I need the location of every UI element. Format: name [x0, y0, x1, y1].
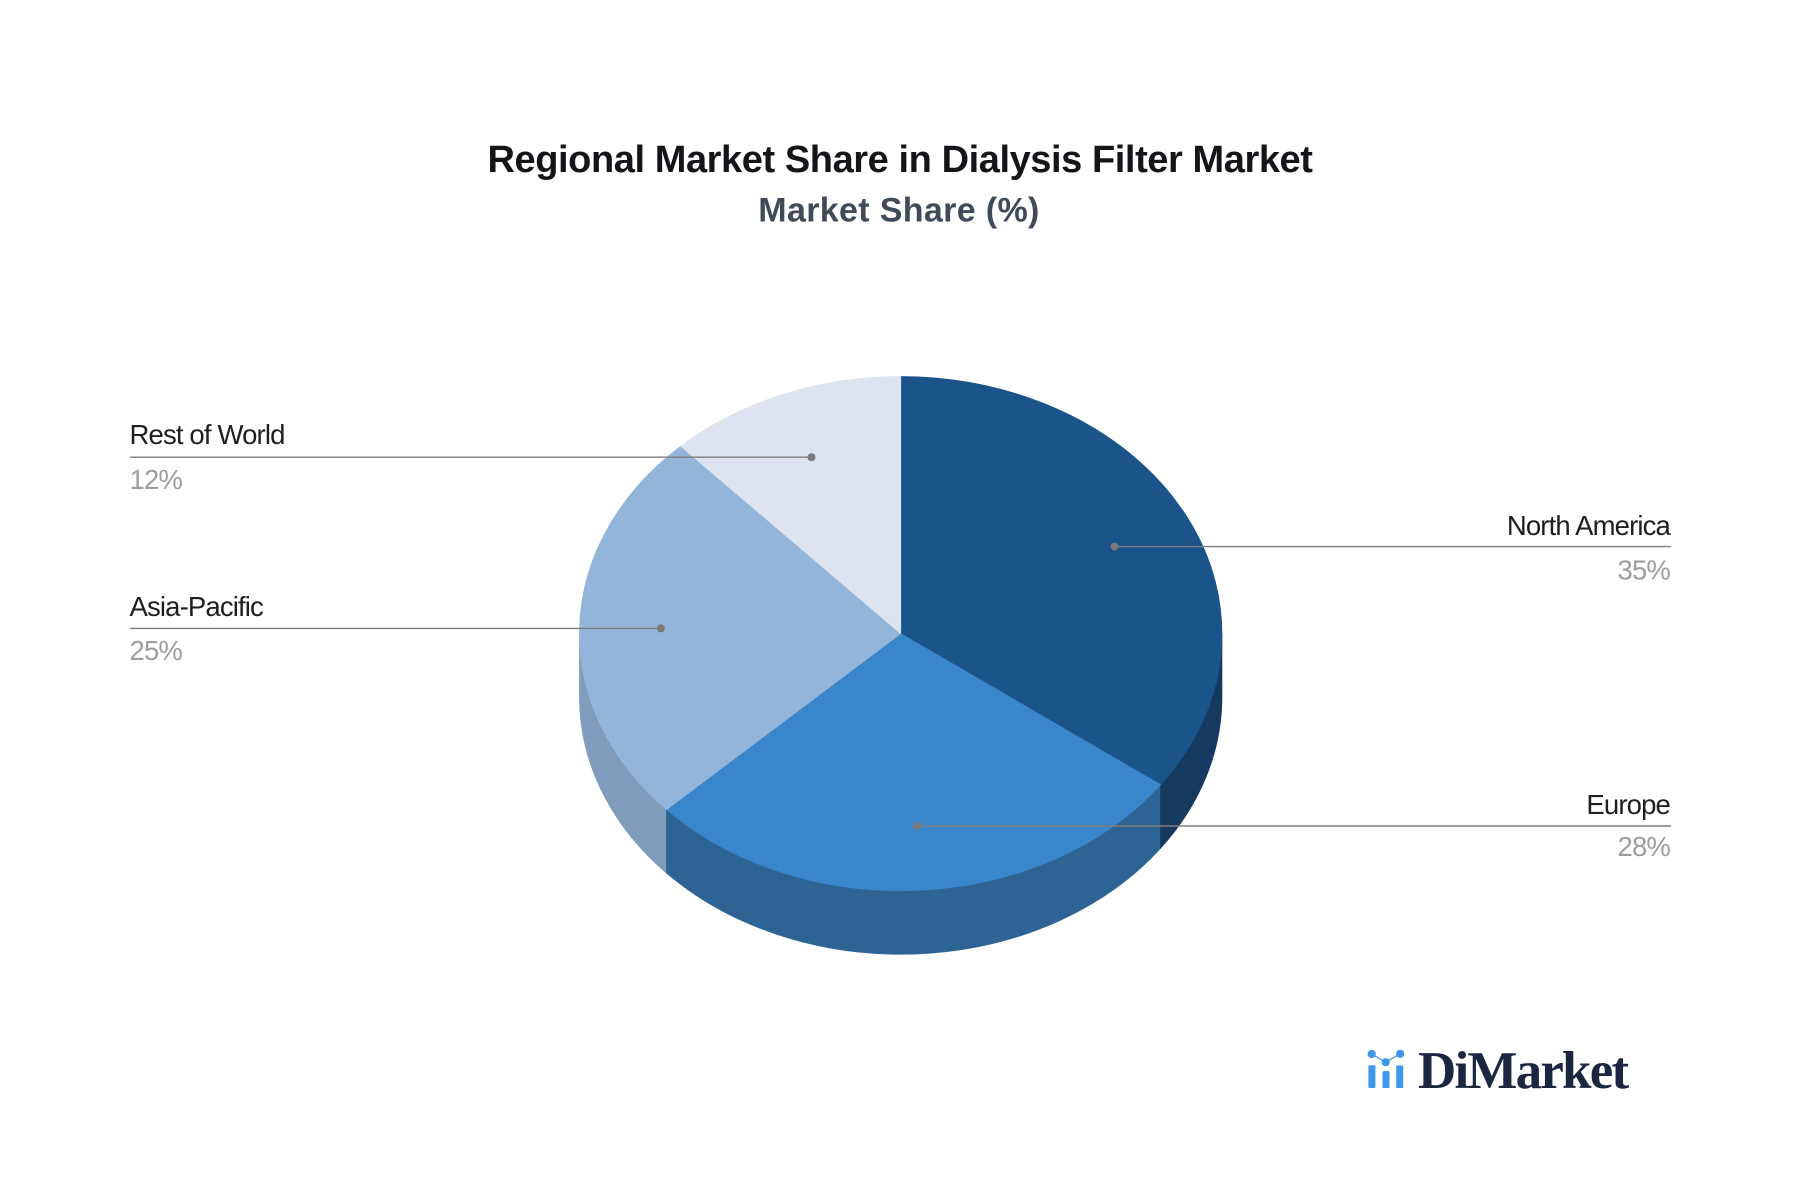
- svg-text:Market Share (%): Market Share (%): [758, 191, 1039, 229]
- svg-text:12%: 12%: [130, 464, 183, 495]
- svg-text:Europe: Europe: [1586, 789, 1670, 820]
- svg-text:Regional Market Share in Dialy: Regional Market Share in Dialysis Filter…: [488, 139, 1314, 181]
- svg-text:North America: North America: [1507, 510, 1672, 541]
- svg-text:25%: 25%: [130, 635, 183, 666]
- svg-text:35%: 35%: [1618, 555, 1671, 586]
- svg-text:DiMarket: DiMarket: [1418, 1042, 1629, 1100]
- svg-text:28%: 28%: [1618, 831, 1671, 862]
- svg-text:Rest of World: Rest of World: [130, 419, 285, 450]
- svg-text:Asia-Pacific: Asia-Pacific: [130, 591, 265, 622]
